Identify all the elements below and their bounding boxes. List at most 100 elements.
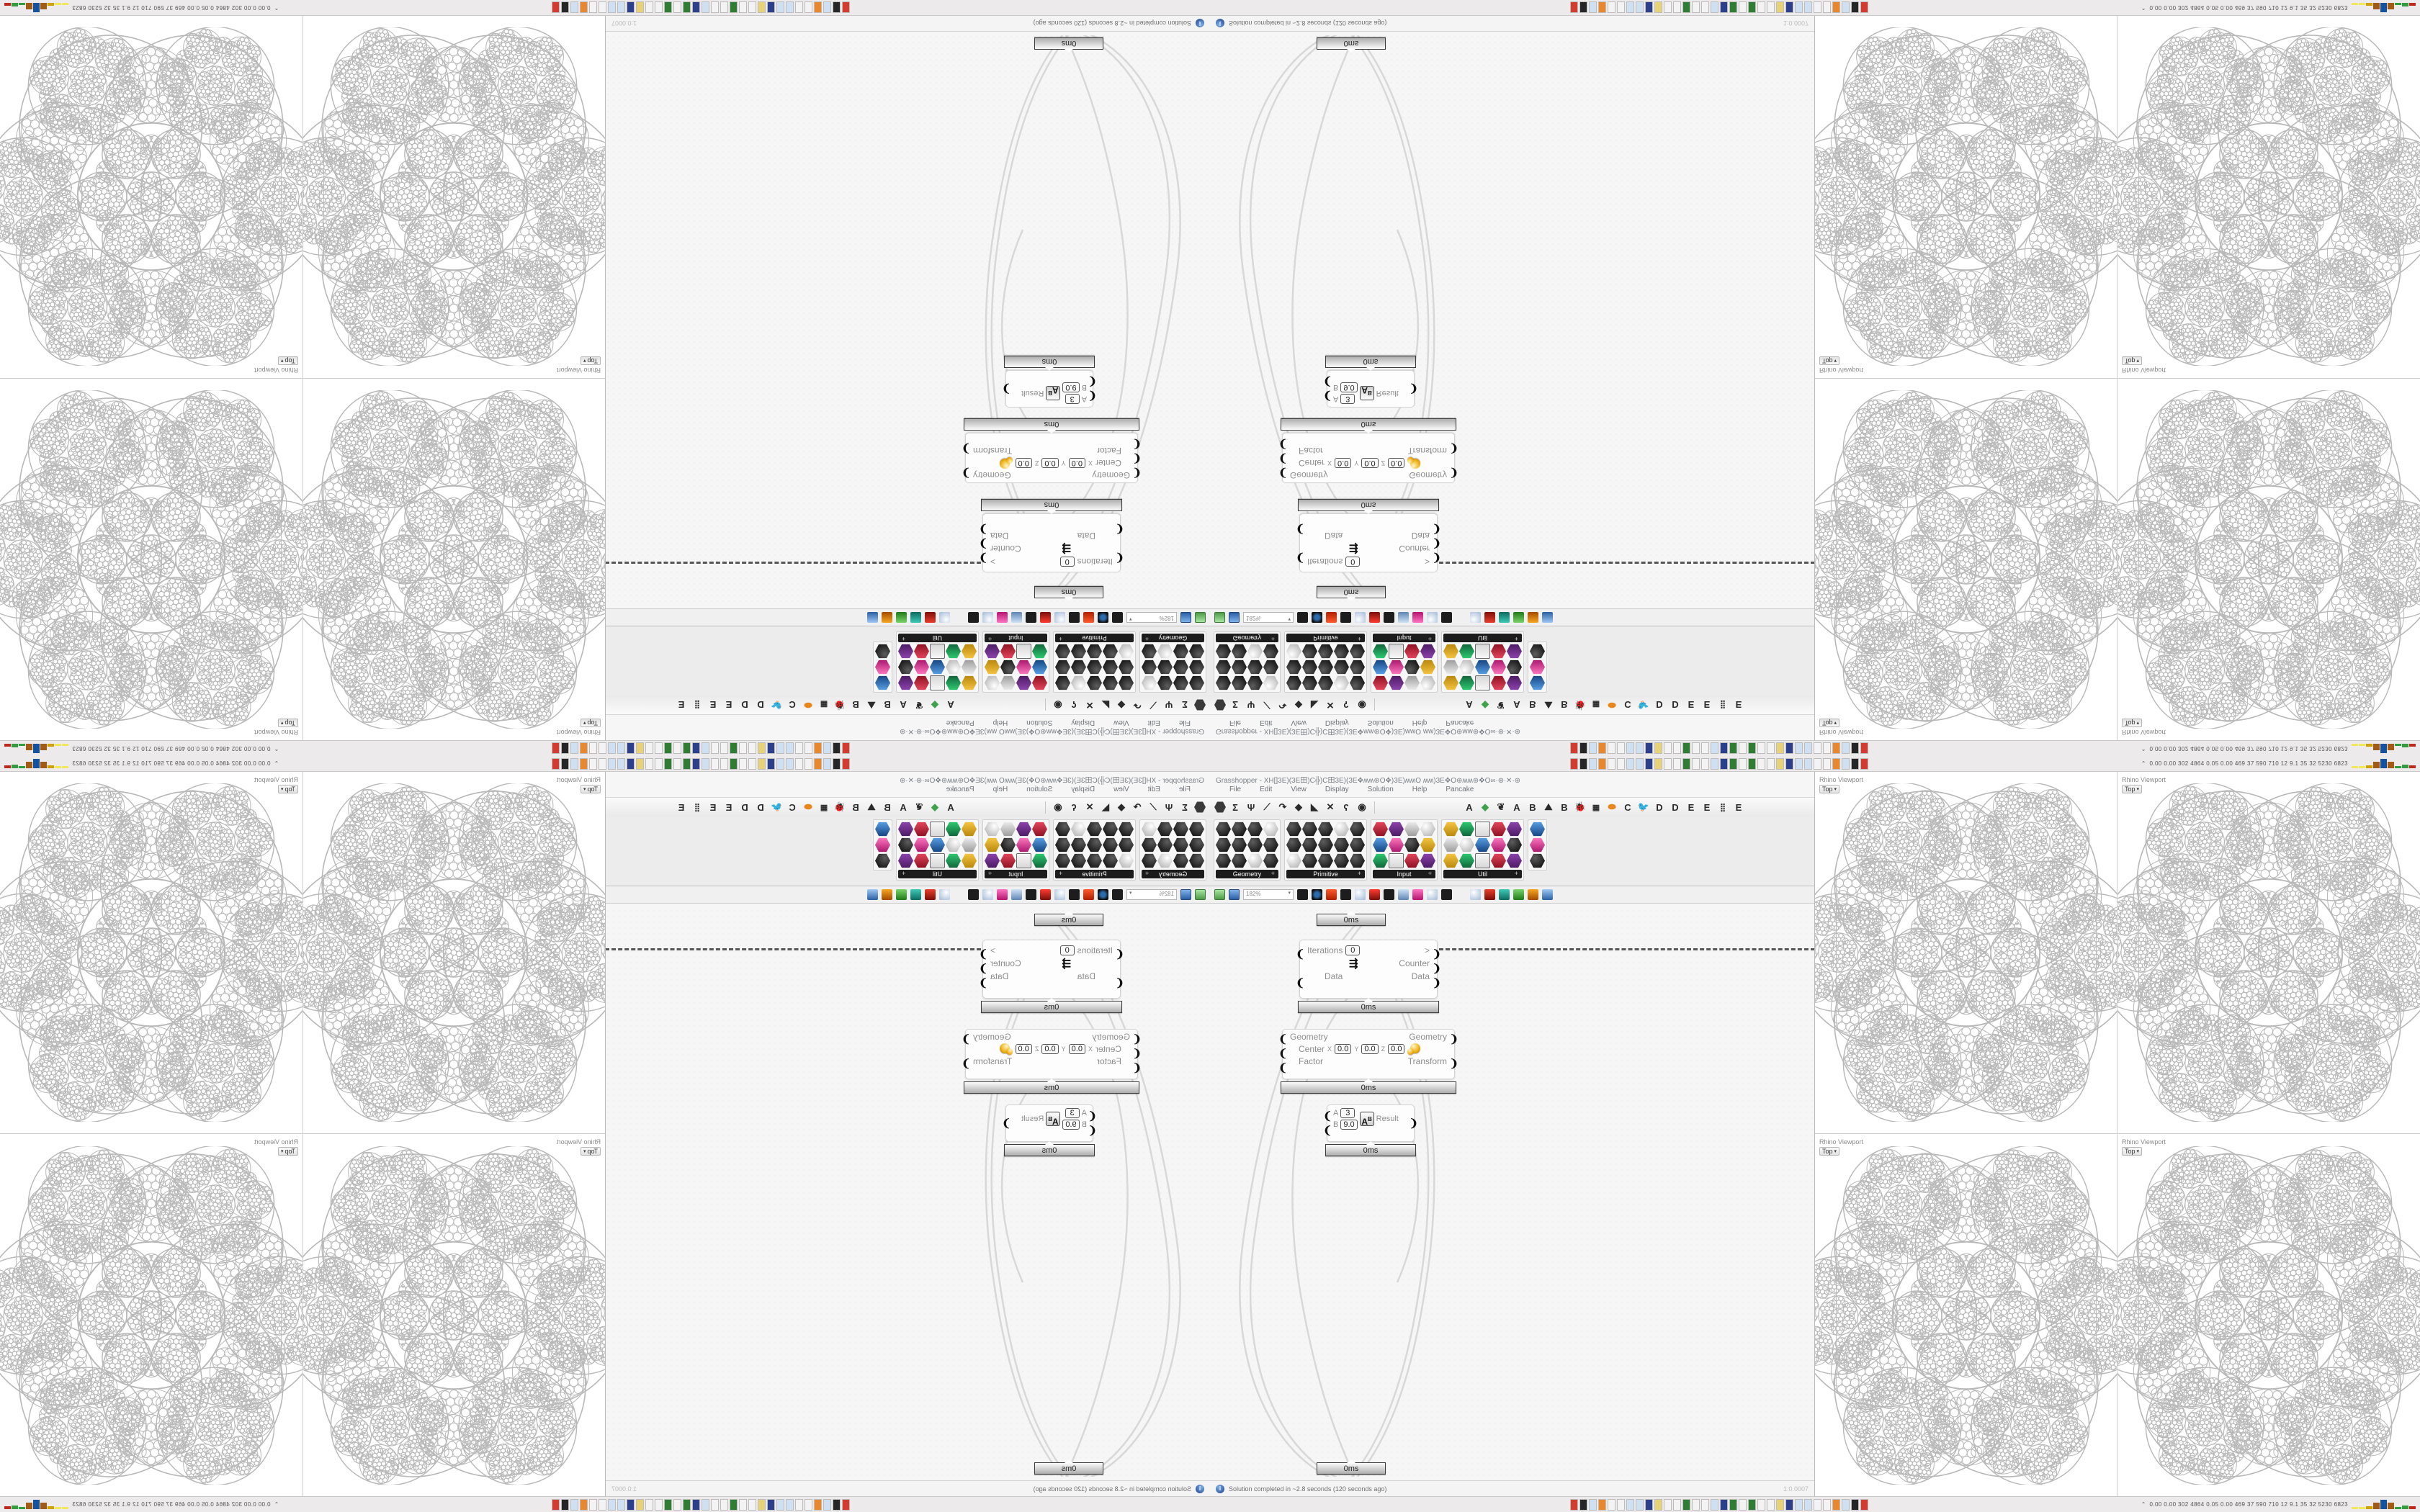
- component-icon[interactable]: [1404, 853, 1420, 868]
- display-icon[interactable]: ◉: [1052, 699, 1065, 711]
- port-out-result[interactable]: ❩: [1002, 383, 1011, 394]
- ribbon-group-label[interactable]: Util: [898, 634, 977, 642]
- component-icon[interactable]: [1475, 837, 1490, 852]
- component-icon[interactable]: [1216, 853, 1231, 868]
- component-icon[interactable]: [1055, 822, 1070, 837]
- taskbar-item[interactable]: [608, 758, 616, 770]
- plugin-d2-icon[interactable]: D: [738, 700, 751, 711]
- component-icon[interactable]: [875, 660, 890, 675]
- loop-node[interactable]: ❨ ❨ ❩ ❩ ❩ Iterations 0 >: [1299, 940, 1438, 999]
- taskbar-item[interactable]: [1626, 1499, 1634, 1511]
- component-icon[interactable]: [1142, 822, 1157, 837]
- taskbar-item[interactable]: [1579, 743, 1587, 755]
- taskbar-item[interactable]: [608, 1499, 616, 1511]
- viewport-top-right[interactable]: Rhino Viewport Top ▾: [2118, 772, 2420, 1134]
- component-icon[interactable]: [1459, 853, 1474, 868]
- taskbar-item[interactable]: [599, 743, 606, 755]
- fit-icon[interactable]: [1112, 889, 1123, 900]
- component-icon[interactable]: [1389, 837, 1404, 852]
- center-x-input[interactable]: 0.0: [1335, 458, 1351, 468]
- gha-icon[interactable]: [1369, 889, 1380, 900]
- at-icon[interactable]: [1054, 889, 1065, 900]
- component-icon[interactable]: [1350, 675, 1365, 690]
- center-z-input[interactable]: 0.0: [1388, 1044, 1404, 1054]
- psi-icon[interactable]: Ψ: [1245, 700, 1258, 711]
- taskbar-item[interactable]: [1748, 743, 1756, 755]
- transform-icon[interactable]: ʕ: [1340, 802, 1353, 813]
- taskbar-item[interactable]: [1832, 1499, 1840, 1511]
- taskbar-item[interactable]: [1757, 758, 1765, 770]
- power-node-timer[interactable]: 0ms: [1325, 1144, 1416, 1156]
- taskbar-item[interactable]: [1626, 2, 1634, 14]
- taskbar-item[interactable]: [580, 1499, 588, 1511]
- taskbar-bottom[interactable]: ⌃ 0.00 0.00 302 4864 0.05 0.00 469 37 59…: [0, 0, 1210, 16]
- loop-node-timer[interactable]: 0ms: [1298, 499, 1439, 511]
- taskbar-item[interactable]: [1589, 743, 1597, 755]
- loop-node[interactable]: ❨ ❨ ❩ ❩ ❩ Iterations 0 >: [982, 940, 1121, 999]
- component-icon[interactable]: [1459, 822, 1474, 837]
- sigma-icon[interactable]: Σ: [1178, 802, 1191, 813]
- node-canvas[interactable]: 0ms ❨ ❨ ❩ ❩ ❩ Iterations 0: [606, 16, 1210, 604]
- component-icon[interactable]: [1247, 822, 1263, 837]
- port-out-gt[interactable]: ❩: [1432, 949, 1441, 960]
- gha-icon[interactable]: [1369, 612, 1380, 623]
- ribbon-group-label[interactable]: Util: [1443, 634, 1522, 642]
- taskbar-item[interactable]: [627, 758, 635, 770]
- component-icon[interactable]: [1055, 853, 1070, 868]
- taskbar-item[interactable]: [1664, 1499, 1672, 1511]
- fit-icon[interactable]: [1297, 889, 1308, 900]
- component-icon[interactable]: [1334, 660, 1349, 675]
- taskbar-item[interactable]: [795, 2, 803, 14]
- taskbar-item[interactable]: [1795, 743, 1803, 755]
- kangaroo-icon[interactable]: ◆: [928, 699, 941, 711]
- component-icon[interactable]: [1443, 660, 1458, 675]
- viewport-bottom-left[interactable]: Rhino Viewport Top ▾: [1815, 16, 2118, 378]
- plugin-b-icon[interactable]: B: [1526, 802, 1539, 813]
- menu-edit[interactable]: Edit: [1139, 785, 1170, 797]
- dots-icon[interactable]: ⣿: [691, 803, 704, 812]
- taskbar-top[interactable]: ⌃ 0.00 0.00 302 4864 0.05 0.00 469 37 59…: [1210, 740, 2420, 756]
- taskbar-item[interactable]: [730, 1499, 738, 1511]
- component-icon[interactable]: [1142, 837, 1157, 852]
- taskbar-item[interactable]: [1617, 758, 1625, 770]
- taskbar-icon-group[interactable]: [552, 758, 850, 770]
- taskbar-item[interactable]: [720, 1499, 728, 1511]
- taskbar-item[interactable]: [833, 758, 841, 770]
- component-icon[interactable]: [1373, 660, 1388, 675]
- loop-node[interactable]: ❨ ❨ ❩ ❩ ❩ Iterations 0 >: [1299, 513, 1438, 572]
- component-icon[interactable]: [1173, 660, 1188, 675]
- bird-icon[interactable]: 🐦: [770, 801, 783, 813]
- component-icon[interactable]: [1334, 822, 1349, 837]
- taskbar-item[interactable]: [786, 2, 794, 14]
- taskbar-item[interactable]: [1814, 1499, 1821, 1511]
- taskbar-item[interactable]: [552, 743, 560, 755]
- mesh-icon[interactable]: ◣: [1308, 801, 1321, 813]
- component-icon[interactable]: [1420, 837, 1435, 852]
- taskbar-icon-group-bottom[interactable]: [1570, 2, 1868, 14]
- component-icon[interactable]: [1334, 853, 1349, 868]
- component-icon[interactable]: [985, 853, 1000, 868]
- grid-icon[interactable]: ▦: [817, 803, 830, 812]
- taskbar-item[interactable]: [805, 743, 812, 755]
- component-icon[interactable]: [962, 853, 977, 868]
- taskbar-icon-group-bottom[interactable]: [552, 1499, 850, 1511]
- component-icon[interactable]: [1216, 660, 1231, 675]
- taskbar-item[interactable]: [1664, 2, 1672, 14]
- taskbar-item[interactable]: [842, 743, 850, 755]
- component-icon[interactable]: [875, 675, 890, 690]
- teal-icon[interactable]: [910, 889, 921, 900]
- taskbar-item[interactable]: [1692, 1499, 1700, 1511]
- port-in-data[interactable]: ❨: [1296, 978, 1305, 989]
- taskbar-top[interactable]: ⌃ 0.00 0.00 302 4864 0.05 0.00 469 37 59…: [1210, 756, 2420, 772]
- port-in-geometry[interactable]: ❨: [1278, 1034, 1288, 1045]
- shade-red-icon[interactable]: [1484, 612, 1495, 623]
- menu-help[interactable]: Help: [1403, 785, 1437, 797]
- component-icon[interactable]: [1000, 660, 1016, 675]
- taskbar-item[interactable]: [833, 2, 841, 14]
- help-icon[interactable]: [997, 889, 1008, 900]
- open-file-icon[interactable]: [1214, 612, 1225, 623]
- component-icon[interactable]: [1232, 675, 1247, 690]
- dots-icon[interactable]: ⣿: [1716, 803, 1729, 812]
- menu-file[interactable]: File: [1170, 785, 1200, 797]
- component-icon[interactable]: [930, 660, 945, 675]
